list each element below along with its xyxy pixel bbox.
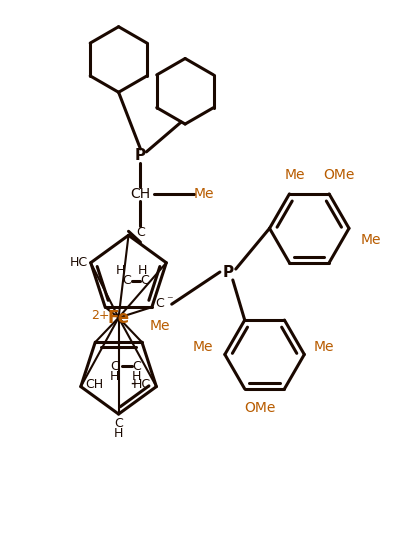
Text: OMe: OMe — [244, 401, 275, 415]
Text: CH: CH — [85, 378, 104, 391]
Text: H: H — [138, 264, 147, 276]
Text: C: C — [155, 296, 164, 310]
Text: C: C — [140, 274, 149, 288]
Text: C: C — [136, 226, 145, 239]
Text: Me: Me — [194, 186, 214, 201]
Text: CH: CH — [130, 186, 151, 201]
Text: Me: Me — [284, 168, 304, 182]
Text: OMe: OMe — [324, 168, 355, 182]
Text: C: C — [122, 274, 131, 288]
Text: P: P — [222, 264, 233, 279]
Text: 2+: 2+ — [92, 309, 110, 322]
Text: C: C — [132, 360, 141, 373]
Text: Me: Me — [314, 340, 335, 353]
Text: Me: Me — [361, 233, 381, 247]
Text: Me: Me — [150, 319, 171, 333]
Text: HC: HC — [70, 256, 88, 269]
Text: P: P — [135, 148, 146, 163]
Text: H: H — [116, 264, 125, 276]
Text: -: - — [131, 374, 136, 392]
Text: H: H — [110, 370, 119, 383]
Text: H: H — [132, 370, 141, 383]
Text: C: C — [110, 360, 119, 373]
Text: Me: Me — [193, 340, 213, 353]
Text: HC: HC — [132, 378, 151, 391]
Text: Fe: Fe — [107, 309, 130, 327]
Text: C: C — [114, 418, 123, 430]
Text: ⁻: ⁻ — [166, 295, 173, 307]
Text: H: H — [114, 427, 123, 440]
